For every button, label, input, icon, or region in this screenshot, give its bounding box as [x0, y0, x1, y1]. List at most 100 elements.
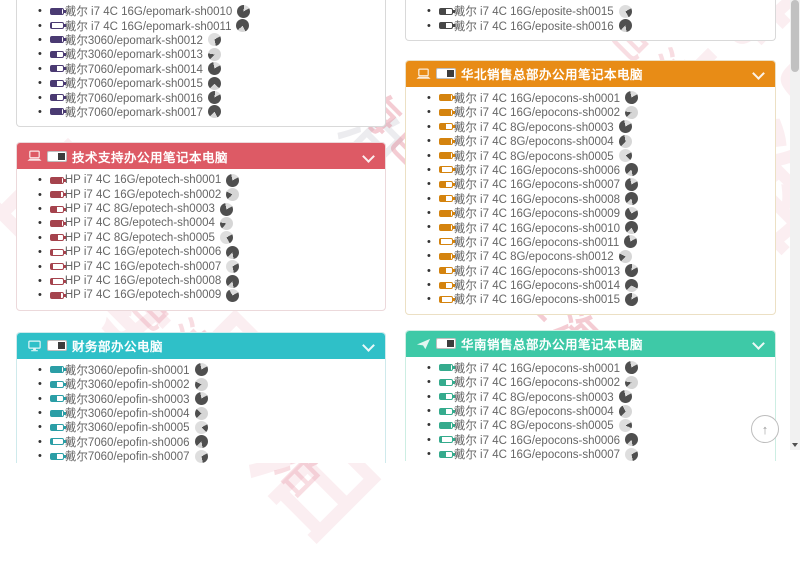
- device-row[interactable]: 戴尔3060/epomark-sh0013: [17, 47, 385, 61]
- chevron-down-icon[interactable]: [752, 337, 765, 351]
- device-row[interactable]: 戴尔 i7 4C 16G/epocons-sh0002: [406, 375, 775, 389]
- back-to-top-button[interactable]: ↑: [751, 415, 779, 443]
- device-row[interactable]: 戴尔7060/epomark-sh0017: [17, 105, 385, 119]
- device-row[interactable]: HP i7 4C 8G/epotech-sh0005: [17, 231, 385, 245]
- battery-icon: [438, 252, 455, 260]
- panel-header[interactable]: 财务部办公电脑: [17, 332, 385, 359]
- panel-eposite: 戴尔 i7 4C 16G/eposite-sh0015 戴尔 i7 4C 16G…: [405, 0, 776, 41]
- device-row[interactable]: 戴尔 i7 4C 16G/epocons-sh0010: [406, 220, 775, 235]
- chevron-down-icon[interactable]: [362, 339, 375, 353]
- device-row[interactable]: 戴尔7060/epomark-sh0016: [17, 90, 385, 105]
- device-row[interactable]: 戴尔 i7 4C 16G/epocons-sh0007: [406, 177, 775, 191]
- device-list: 戴尔 i7 4C 16G/epocons-sh0001 戴尔 i7 4C 16G…: [406, 357, 775, 461]
- send-icon: [416, 338, 431, 349]
- device-label: 戴尔 i7 4C 16G/epocons-sh0002: [453, 377, 621, 390]
- device-row[interactable]: 戴尔 i7 4C 16G/eposite-sh0015: [406, 4, 775, 18]
- battery-icon: [438, 295, 455, 303]
- pie-chart-icon: [625, 433, 639, 447]
- group-checkbox[interactable]: [436, 68, 456, 80]
- device-row[interactable]: HP i7 4C 16G/epotech-sh0009: [17, 288, 385, 302]
- device-row[interactable]: 戴尔 i7 4C 8G/epocons-sh0012: [406, 249, 775, 263]
- device-row[interactable]: HP i7 4C 16G/epotech-sh0002: [17, 188, 385, 202]
- device-row[interactable]: 戴尔 i7 4C 16G/epomark-sh0011: [17, 18, 385, 33]
- battery-icon: [49, 291, 66, 299]
- device-row[interactable]: 戴尔3060/epofin-sh0003: [17, 391, 385, 406]
- device-label: 戴尔 i7 4C 16G/epocons-sh0015: [453, 294, 621, 307]
- device-row[interactable]: 戴尔 i7 4C 8G/epocons-sh0004: [406, 404, 775, 418]
- pie-chart-icon: [625, 192, 639, 206]
- device-row[interactable]: HP i7 4C 16G/epotech-sh0007: [17, 259, 385, 274]
- pie-chart-icon: [194, 363, 208, 377]
- device-label: 戴尔 i7 4C 16G/epocons-sh0002: [453, 107, 621, 120]
- panel-header[interactable]: 华南销售总部办公用笔记本电脑: [406, 330, 775, 357]
- device-row[interactable]: 戴尔 i7 4C 16G/epocons-sh0001: [406, 91, 775, 105]
- device-row[interactable]: 戴尔 i7 4C 16G/epocons-sh0014: [406, 278, 775, 292]
- pie-chart-icon: [237, 4, 251, 18]
- pie-chart-icon: [618, 120, 632, 134]
- device-row[interactable]: HP i7 4C 8G/epotech-sh0004: [17, 216, 385, 230]
- battery-icon: [438, 180, 455, 188]
- battery-icon: [49, 7, 66, 15]
- device-row[interactable]: HP i7 4C 16G/epotech-sh0001: [17, 173, 385, 187]
- device-row[interactable]: HP i7 4C 16G/epotech-sh0008: [17, 274, 385, 288]
- scrollbar-down-arrow[interactable]: [792, 443, 798, 447]
- device-label: 戴尔 i7 4C 16G/epocons-sh0009: [453, 208, 621, 221]
- panel-epocons-south: 华南销售总部办公用笔记本电脑 戴尔 i7 4C 16G/epocons-sh00…: [405, 329, 776, 461]
- device-row[interactable]: 戴尔 i7 4C 16G/epocons-sh0007: [406, 447, 775, 461]
- battery-icon: [49, 176, 66, 184]
- device-row[interactable]: 戴尔 i7 4C 16G/epocons-sh0002: [406, 105, 775, 119]
- device-row[interactable]: 戴尔7060/epofin-sh0007: [17, 449, 385, 463]
- battery-icon: [438, 436, 455, 444]
- device-row[interactable]: 戴尔 i7 4C 16G/epocons-sh0001: [406, 361, 775, 375]
- device-row[interactable]: HP i7 4C 16G/epotech-sh0006: [17, 245, 385, 259]
- device-row[interactable]: HP i7 4C 8G/epotech-sh0003: [17, 202, 385, 216]
- device-row[interactable]: 戴尔3060/epofin-sh0001: [17, 363, 385, 377]
- device-row[interactable]: 戴尔 i7 4C 16G/epomark-sh0010: [17, 4, 385, 18]
- device-row[interactable]: 戴尔 i7 4C 8G/epocons-sh0003: [406, 389, 775, 404]
- scrollbar-thumb[interactable]: [791, 0, 799, 72]
- device-row[interactable]: 戴尔 i7 4C 16G/epocons-sh0011: [406, 235, 775, 249]
- pie-chart-icon: [207, 91, 221, 105]
- device-list: 戴尔3060/epofin-sh0001 戴尔3060/epofin-sh000…: [17, 359, 385, 463]
- panel-header[interactable]: 华北销售总部办公用笔记本电脑: [406, 60, 775, 87]
- battery-icon: [438, 378, 455, 386]
- chevron-down-icon[interactable]: [362, 149, 375, 163]
- device-row[interactable]: 戴尔 i7 4C 8G/epocons-sh0005: [406, 148, 775, 163]
- panel-epomark: 戴尔 i7 4C 16G/epomark-sh0010 戴尔 i7 4C 16G…: [16, 0, 386, 128]
- battery-icon: [438, 152, 455, 160]
- device-row[interactable]: 戴尔 i7 4C 16G/epocons-sh0015: [406, 292, 775, 306]
- pie-chart-icon: [618, 4, 632, 18]
- device-list: 戴尔 i7 4C 16G/epocons-sh0001 戴尔 i7 4C 16G…: [406, 87, 775, 314]
- device-row[interactable]: 戴尔3060/epofin-sh0005: [17, 420, 385, 434]
- device-row[interactable]: 戴尔 i7 4C 16G/epocons-sh0013: [406, 263, 775, 278]
- group-checkbox[interactable]: [47, 150, 67, 162]
- battery-icon: [438, 267, 455, 275]
- device-row[interactable]: 戴尔7060/epofin-sh0006: [17, 435, 385, 449]
- chevron-down-icon[interactable]: [752, 67, 765, 81]
- device-row[interactable]: 戴尔7060/epomark-sh0014: [17, 62, 385, 76]
- device-row[interactable]: 戴尔3060/epofin-sh0004: [17, 406, 385, 420]
- device-row[interactable]: 戴尔 i7 4C 16G/epocons-sh0006: [406, 433, 775, 447]
- device-row[interactable]: 戴尔 i7 4C 8G/epocons-sh0005: [406, 418, 775, 432]
- device-list: 戴尔 i7 4C 16G/epomark-sh0010 戴尔 i7 4C 16G…: [17, 0, 385, 126]
- battery-icon: [438, 393, 455, 401]
- device-row[interactable]: 戴尔 i7 4C 8G/epocons-sh0003: [406, 120, 775, 134]
- battery-icon: [438, 137, 455, 145]
- device-label: 戴尔7060/epomark-sh0014: [64, 63, 203, 76]
- device-label: 戴尔 i7 4C 16G/epocons-sh0001: [453, 362, 621, 375]
- device-row[interactable]: 戴尔7060/epomark-sh0015: [17, 76, 385, 90]
- battery-icon: [438, 364, 455, 372]
- device-row[interactable]: 戴尔 i7 4C 16G/eposite-sh0016: [406, 18, 775, 33]
- device-row[interactable]: 戴尔 i7 4C 8G/epocons-sh0004: [406, 134, 775, 148]
- group-checkbox[interactable]: [436, 338, 456, 350]
- scrollbar-track[interactable]: [790, 0, 800, 450]
- device-label: 戴尔3060/epofin-sh0005: [64, 422, 190, 435]
- device-row[interactable]: 戴尔 i7 4C 16G/epocons-sh0008: [406, 192, 775, 206]
- device-row[interactable]: 戴尔 i7 4C 16G/epocons-sh0009: [406, 206, 775, 220]
- device-row[interactable]: 戴尔3060/epomark-sh0012: [17, 33, 385, 47]
- group-checkbox[interactable]: [47, 340, 67, 352]
- panel-header[interactable]: 技术支持办公用笔记本电脑: [17, 143, 385, 170]
- device-label: 戴尔 i7 4C 8G/epocons-sh0004: [453, 406, 614, 419]
- device-row[interactable]: 戴尔 i7 4C 16G/epocons-sh0006: [406, 163, 775, 177]
- device-row[interactable]: 戴尔3060/epofin-sh0002: [17, 377, 385, 391]
